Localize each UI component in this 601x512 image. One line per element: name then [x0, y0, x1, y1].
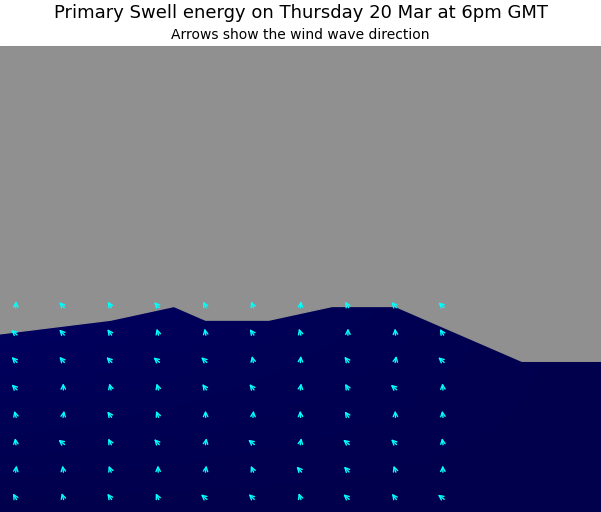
Polygon shape [0, 46, 601, 361]
Text: Arrows show the wind wave direction: Arrows show the wind wave direction [171, 28, 430, 41]
Text: Primary Swell energy on Thursday 20 Mar at 6pm GMT: Primary Swell energy on Thursday 20 Mar … [53, 4, 548, 22]
Text: Arrows show the wind wave direction: Arrows show the wind wave direction [171, 28, 430, 41]
Text: Primary Swell energy on Thursday 20 Mar at 6pm GMT: Primary Swell energy on Thursday 20 Mar … [53, 4, 548, 22]
